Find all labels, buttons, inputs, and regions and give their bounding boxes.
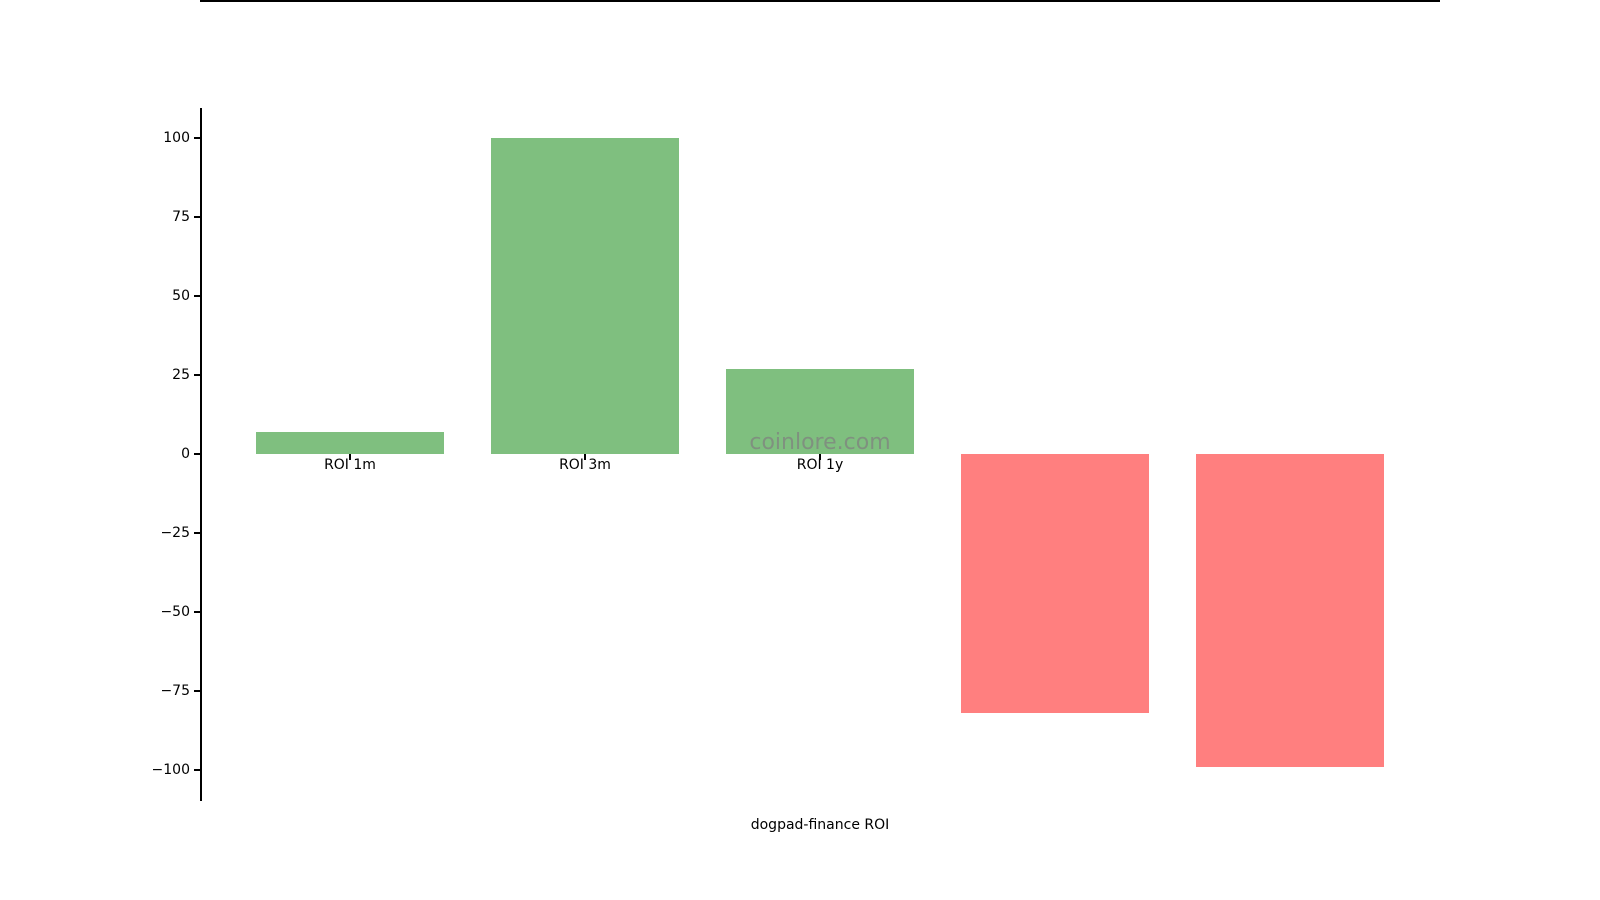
- bar-roi-3m: [491, 138, 679, 454]
- bar-roi-1m: [256, 431, 444, 454]
- y-tick-label: −100: [151, 761, 190, 778]
- x-tick-label-roi-1m: ROI 1m: [324, 457, 376, 473]
- y-tick-mark: [194, 137, 200, 139]
- bar-roi-1y: [726, 368, 914, 454]
- y-tick-mark: [194, 374, 200, 376]
- x-tick-mark: [349, 454, 351, 460]
- y-tick-label: 25: [172, 366, 190, 383]
- y-axis-spine: [200, 108, 202, 801]
- y-tick-mark: [194, 532, 200, 534]
- y-tick-mark: [194, 611, 200, 613]
- watermark-text: coinlore.com: [749, 430, 891, 455]
- x-tick-label-roi-1y: ROI 1y: [796, 457, 844, 473]
- y-tick-label: 50: [172, 287, 190, 304]
- x-tick-mark: [819, 454, 821, 460]
- x-axis-zero-line: [200, 0, 1440, 2]
- chart-xlabel: dogpad-finance ROI: [750, 817, 890, 833]
- bar-5: [1196, 454, 1384, 767]
- x-tick-label-roi-3m: ROI 3m: [559, 457, 611, 473]
- y-tick-label: −25: [160, 524, 190, 541]
- y-tick-label: 100: [163, 129, 190, 146]
- y-tick-mark: [194, 769, 200, 771]
- y-tick-mark: [194, 216, 200, 218]
- y-tick-label: 75: [172, 208, 190, 225]
- y-tick-label: 0: [181, 445, 190, 462]
- x-tick-mark: [584, 454, 586, 460]
- y-tick-mark: [194, 295, 200, 297]
- bar-4: [961, 454, 1149, 714]
- y-tick-label: −50: [160, 603, 190, 620]
- y-tick-label: −75: [160, 682, 190, 699]
- y-tick-mark: [194, 690, 200, 692]
- y-tick-mark: [194, 453, 200, 455]
